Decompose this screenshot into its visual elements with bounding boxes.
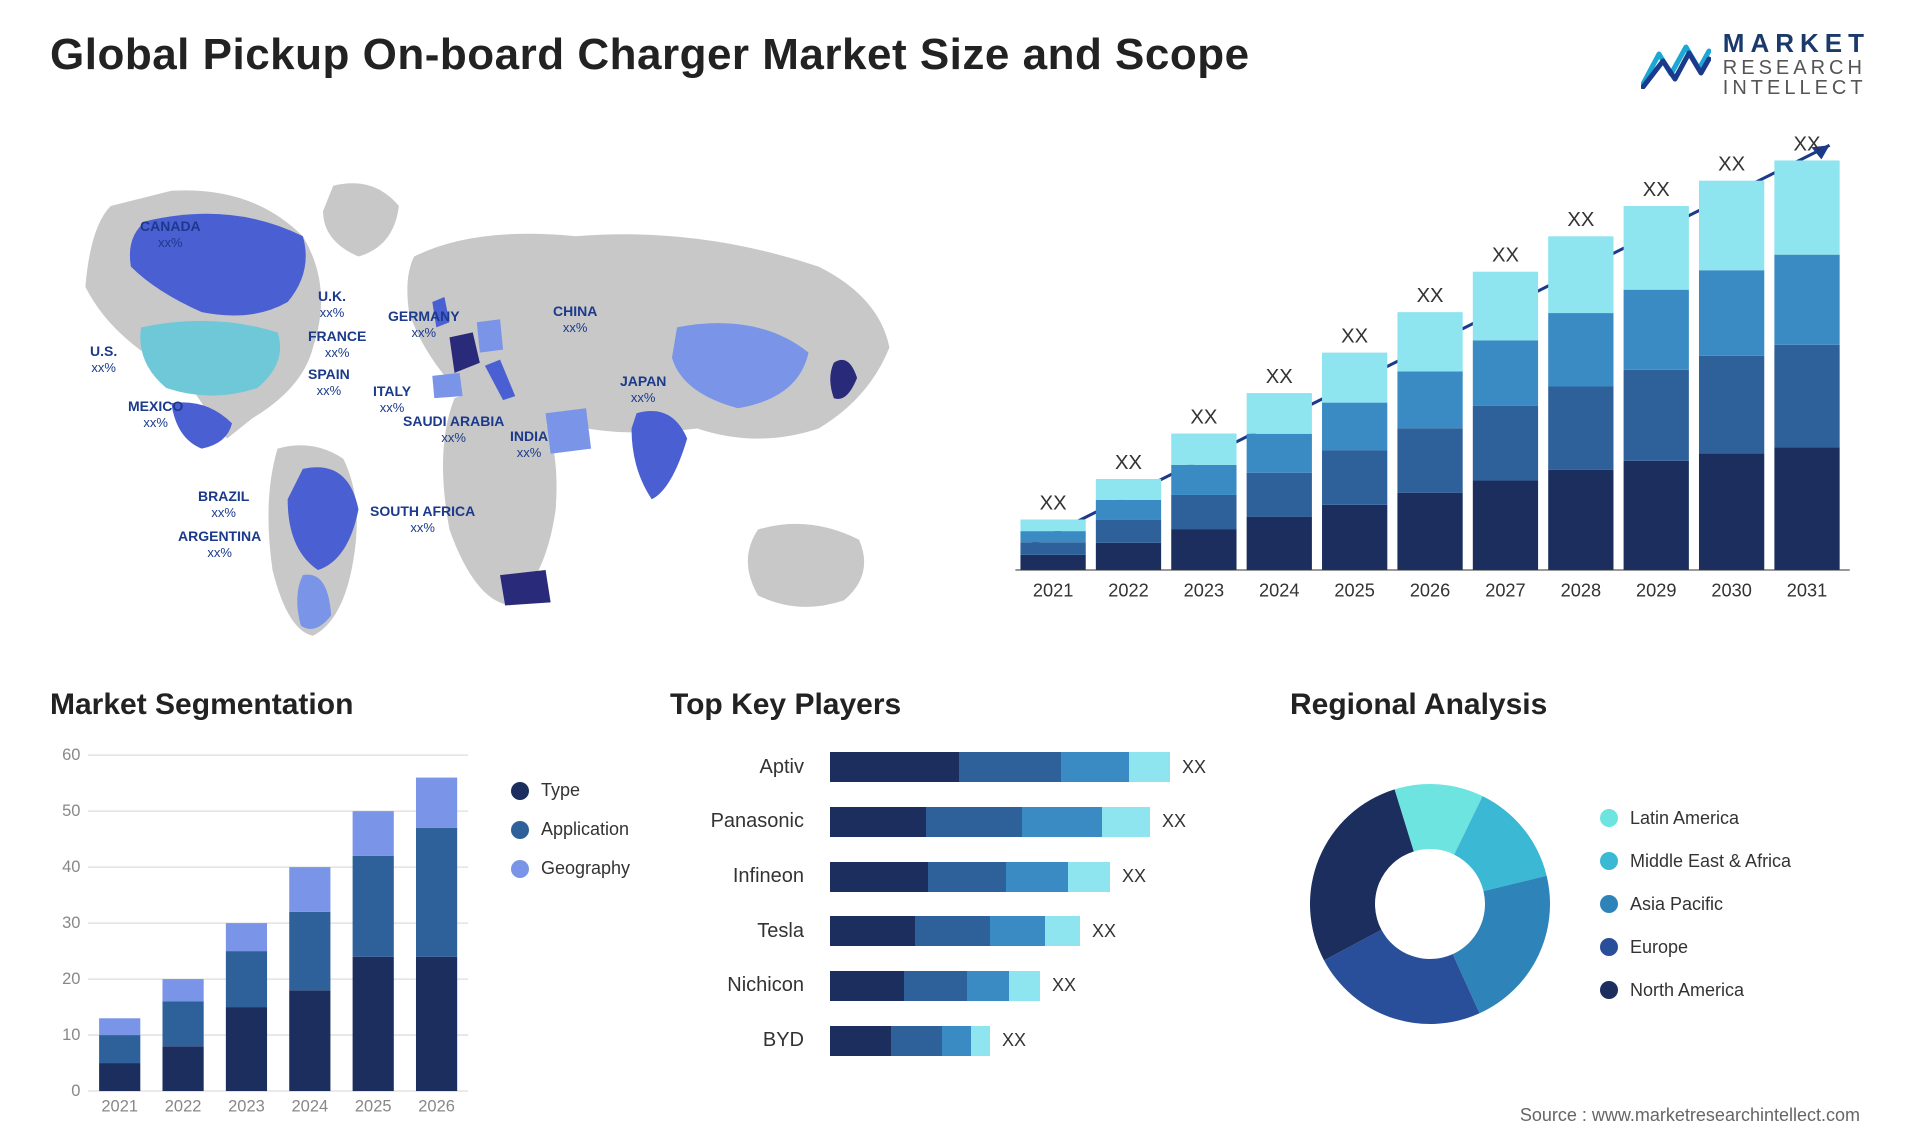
world-map: CANADAxx% U.S.xx% MEXICOxx% BRAZILxx% ARGENT… xyxy=(50,118,940,658)
map-label-u-k-: U.K.xx% xyxy=(318,288,346,320)
svg-text:2021: 2021 xyxy=(101,1097,138,1115)
map-label-japan: JAPANxx% xyxy=(620,373,666,405)
map-label-saudi-arabia: SAUDI ARABIAxx% xyxy=(403,413,504,445)
region-legend-asia-pacific: Asia Pacific xyxy=(1600,894,1791,915)
player-label-panasonic: Panasonic xyxy=(670,810,804,833)
map-label-u-s-: U.S.xx% xyxy=(90,343,117,375)
regional-title: Regional Analysis xyxy=(1290,688,1870,722)
logo-line2: RESEARCH xyxy=(1723,58,1870,78)
players-title: Top Key Players xyxy=(670,688,1250,722)
source-attribution: Source : www.marketresearchintellect.com xyxy=(1520,1105,1860,1126)
map-svg xyxy=(50,118,940,658)
region-legend-north-america: North America xyxy=(1600,980,1791,1001)
map-label-italy: ITALYxx% xyxy=(373,383,411,415)
seg-legend-application: Application xyxy=(511,819,630,840)
growth-bar-chart: XX 2021 XX 2022 XX 2023 XX 2024 XX 2025 XX 2026 XX 20… xyxy=(980,118,1870,658)
logo-line3: INTELLECT xyxy=(1723,78,1870,98)
player-bar-nichicon: XX xyxy=(830,971,1250,1001)
players-panel: Top Key Players Aptiv Panasonic Infineon Te… xyxy=(670,688,1250,1068)
segmentation-panel: Market Segmentation 01020304050602021202… xyxy=(50,688,630,1068)
svg-text:2024: 2024 xyxy=(292,1097,329,1115)
player-bar-byd: XX xyxy=(830,1026,1250,1056)
svg-text:XX: XX xyxy=(1341,325,1368,347)
svg-text:2022: 2022 xyxy=(165,1097,202,1115)
page-title: Global Pickup On-board Charger Market Si… xyxy=(50,30,1250,80)
map-label-china: CHINAxx% xyxy=(553,303,597,335)
region-legend-europe: Europe xyxy=(1600,937,1791,958)
svg-text:XX: XX xyxy=(1718,154,1745,176)
svg-text:2030: 2030 xyxy=(1711,580,1751,600)
svg-text:2025: 2025 xyxy=(355,1097,392,1115)
map-label-france: FRANCExx% xyxy=(308,328,366,360)
region-legend-latin-america: Latin America xyxy=(1600,808,1791,829)
svg-text:2024: 2024 xyxy=(1259,580,1299,600)
svg-text:10: 10 xyxy=(62,1026,80,1044)
map-label-mexico: MEXICOxx% xyxy=(128,398,183,430)
player-label-infineon: Infineon xyxy=(670,865,804,888)
svg-text:2023: 2023 xyxy=(228,1097,265,1115)
svg-text:2023: 2023 xyxy=(1184,580,1224,600)
svg-text:XX: XX xyxy=(1115,452,1142,474)
map-label-canada: CANADAxx% xyxy=(140,218,201,250)
player-label-nichicon: Nichicon xyxy=(670,974,804,997)
players-labels: Aptiv Panasonic Infineon Tesla Nichicon BYD xyxy=(670,740,810,1068)
svg-text:2025: 2025 xyxy=(1334,580,1374,600)
svg-text:XX: XX xyxy=(1266,366,1293,388)
svg-text:XX: XX xyxy=(1040,492,1067,514)
seg-legend-geography: Geography xyxy=(511,858,630,879)
player-label-tesla: Tesla xyxy=(670,920,804,943)
logo-icon xyxy=(1641,39,1711,89)
map-label-argentina: ARGENTINAxx% xyxy=(178,528,261,560)
svg-text:XX: XX xyxy=(1492,245,1519,267)
svg-text:XX: XX xyxy=(1643,179,1670,201)
segmentation-legend: Type Application Geography xyxy=(511,740,630,1125)
player-label-aptiv: Aptiv xyxy=(670,756,804,779)
svg-text:50: 50 xyxy=(62,802,80,820)
svg-text:2022: 2022 xyxy=(1108,580,1148,600)
map-label-germany: GERMANYxx% xyxy=(388,308,460,340)
svg-text:XX: XX xyxy=(1794,133,1821,155)
svg-text:XX: XX xyxy=(1567,209,1594,231)
segmentation-title: Market Segmentation xyxy=(50,688,630,722)
regional-donut xyxy=(1290,764,1570,1044)
map-label-brazil: BRAZILxx% xyxy=(198,488,249,520)
brand-logo: MARKET RESEARCH INTELLECT xyxy=(1641,30,1870,98)
svg-text:60: 60 xyxy=(62,746,80,764)
regional-panel: Regional Analysis Latin America Middle Ea… xyxy=(1290,688,1870,1068)
map-label-south-africa: SOUTH AFRICAxx% xyxy=(370,503,475,535)
svg-text:0: 0 xyxy=(71,1082,80,1100)
svg-text:2031: 2031 xyxy=(1787,580,1827,600)
logo-line1: MARKET xyxy=(1723,30,1870,56)
player-bar-tesla: XX xyxy=(830,916,1250,946)
regional-legend: Latin America Middle East & Africa Asia Pa… xyxy=(1600,808,1791,1001)
player-bar-infineon: XX xyxy=(830,862,1250,892)
svg-text:20: 20 xyxy=(62,970,80,988)
svg-text:2026: 2026 xyxy=(1410,580,1450,600)
player-bar-aptiv: XX xyxy=(830,752,1250,782)
svg-text:2029: 2029 xyxy=(1636,580,1676,600)
player-label-byd: BYD xyxy=(670,1029,804,1052)
player-bar-panasonic: XX xyxy=(830,807,1250,837)
svg-text:XX: XX xyxy=(1417,285,1444,307)
svg-text:2021: 2021 xyxy=(1033,580,1073,600)
map-label-india: INDIAxx% xyxy=(510,428,548,460)
svg-text:40: 40 xyxy=(62,858,80,876)
seg-legend-type: Type xyxy=(511,780,630,801)
segmentation-chart: 0 10 20 30 40 50 60 2021 2022 2023 2024 2025 2026 xyxy=(50,740,481,1125)
svg-text:2026: 2026 xyxy=(418,1097,455,1115)
region-legend-middle-east-africa: Middle East & Africa xyxy=(1600,851,1791,872)
map-label-spain: SPAINxx% xyxy=(308,366,350,398)
svg-text:2027: 2027 xyxy=(1485,580,1525,600)
svg-text:XX: XX xyxy=(1190,406,1217,428)
svg-text:2028: 2028 xyxy=(1561,580,1601,600)
svg-text:30: 30 xyxy=(62,914,80,932)
players-bars: XX XX XX XX XX XX xyxy=(830,740,1250,1068)
